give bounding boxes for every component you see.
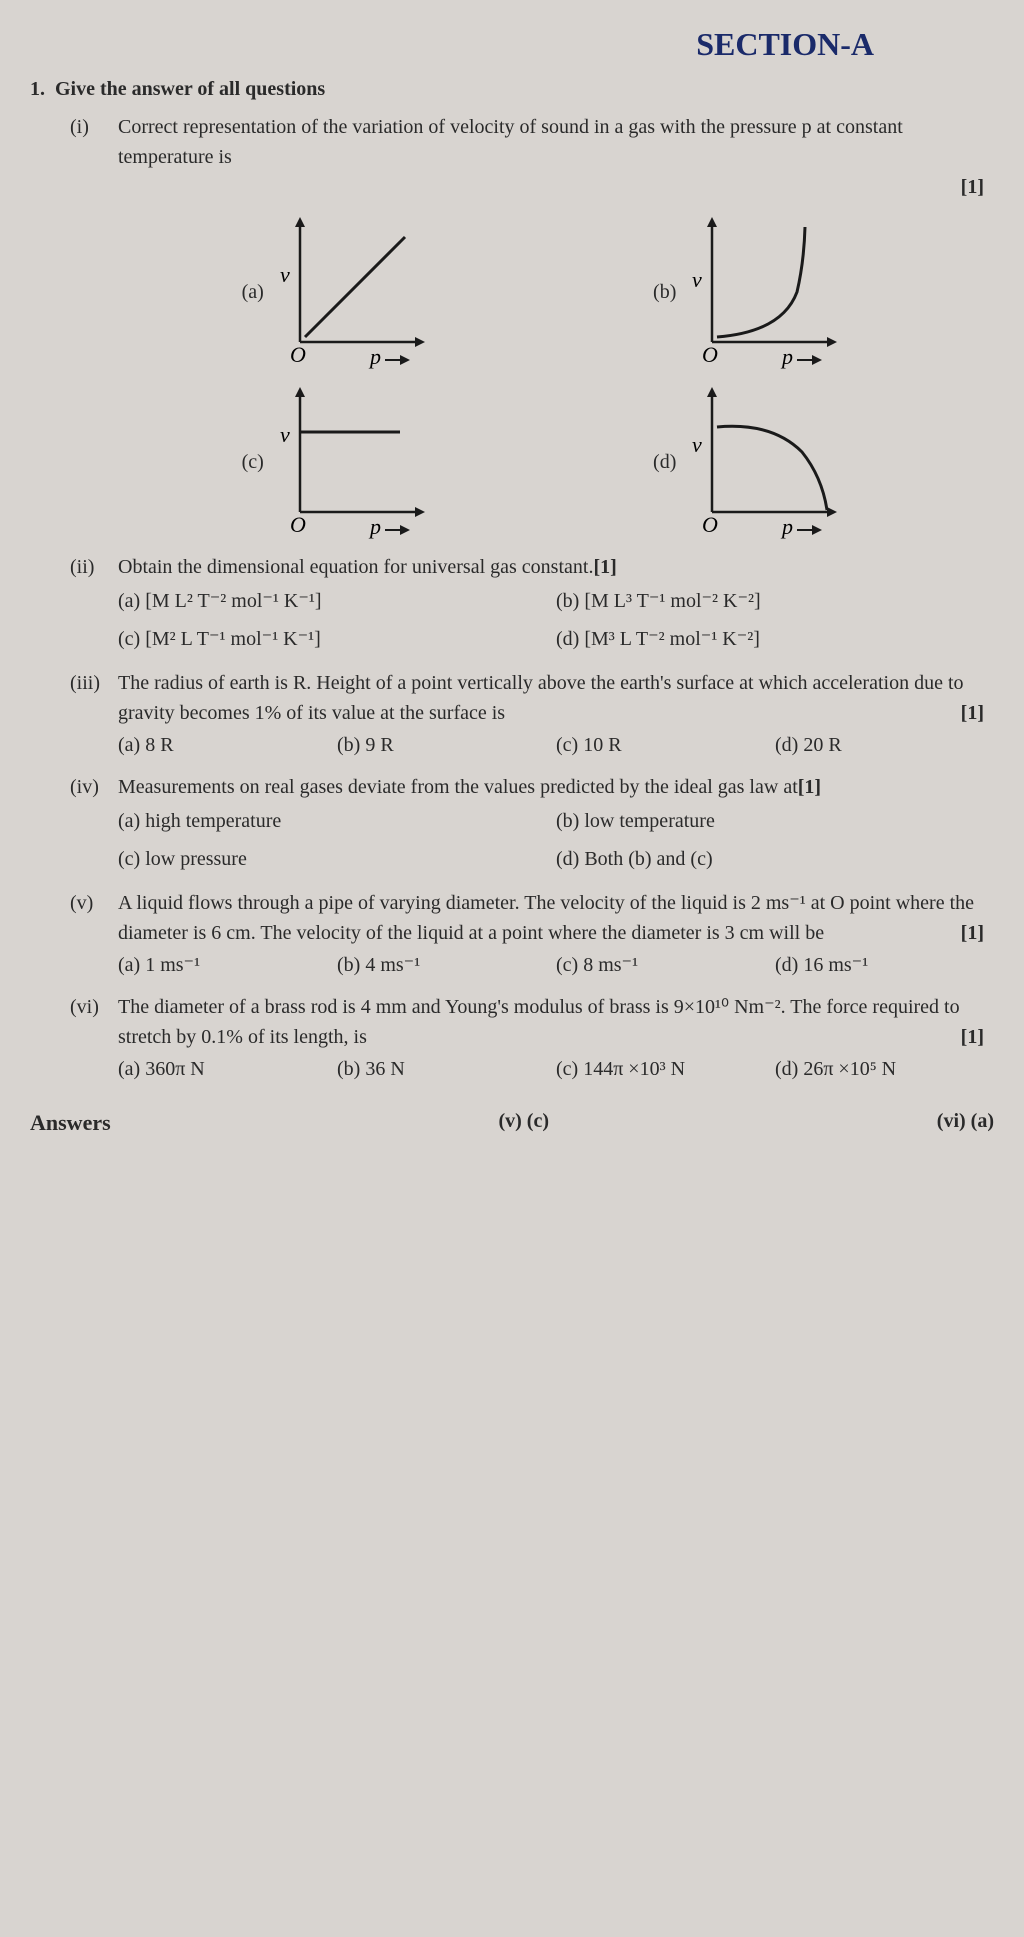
- svg-text:O: O: [290, 512, 306, 537]
- sub-q-text: The diameter of a brass rod is 4 mm and …: [118, 992, 994, 1052]
- sub-q-text: A liquid flows through a pipe of varying…: [118, 888, 994, 948]
- graph-option-b: (b) v O p: [653, 212, 842, 372]
- option-c: (c) 10 R: [556, 728, 775, 762]
- answers-row: Answers (v) (c) (vi) (a): [30, 1106, 994, 1139]
- option-c: (c) 144π ×10³ N: [556, 1052, 775, 1086]
- sub-q-num: (v): [70, 888, 110, 948]
- option-b: (b) low temperature: [556, 802, 994, 840]
- option-label: (a): [242, 277, 264, 307]
- sub-q-text: The radius of earth is R. Height of a po…: [118, 668, 994, 728]
- option-b: (b) 4 ms⁻¹: [337, 948, 556, 982]
- sub-q-num: (vi): [70, 992, 110, 1052]
- option-label: (d): [653, 447, 676, 477]
- sub-question-ii: (ii) Obtain the dimensional equation for…: [70, 552, 994, 658]
- sub-q-num: (i): [70, 112, 110, 172]
- sub-q-text: Obtain the dimensional equation for univ…: [118, 552, 627, 582]
- marks: [1]: [961, 172, 984, 202]
- answer-vi: (vi) (a): [937, 1106, 994, 1139]
- graph-b-icon: v O p: [682, 212, 842, 372]
- option-c: (c) low pressure: [118, 840, 556, 878]
- svg-text:v: v: [692, 267, 702, 292]
- graph-option-a: (a) v O p: [242, 212, 430, 372]
- sub-q-text: Correct representation of the variation …: [118, 112, 994, 172]
- option-d: (d) 26π ×10⁵ N: [775, 1052, 994, 1086]
- question-text: Give the answer of all questions: [55, 74, 325, 104]
- option-label: (c): [242, 447, 264, 477]
- option-label: (b): [653, 277, 676, 307]
- graph-option-c: (c) v O p: [242, 382, 430, 542]
- sub-question-iv: (iv) Measurements on real gases deviate …: [70, 772, 994, 878]
- svg-text:p: p: [368, 514, 381, 539]
- sub-q-num: (iii): [70, 668, 110, 728]
- option-a: (a) high temperature: [118, 802, 556, 840]
- sub-q-num: (ii): [70, 552, 110, 582]
- option-a: (a) 360π N: [118, 1052, 337, 1086]
- option-c: (c) [M² L T⁻¹ mol⁻¹ K⁻¹]: [118, 620, 556, 658]
- svg-text:v: v: [692, 432, 702, 457]
- option-b: (b) 9 R: [337, 728, 556, 762]
- graph-option-d: (d) v O p: [653, 382, 842, 542]
- sub-q-num: (iv): [70, 772, 110, 802]
- svg-text:v: v: [280, 262, 290, 287]
- option-c: (c) 8 ms⁻¹: [556, 948, 775, 982]
- svg-text:p: p: [368, 344, 381, 369]
- sub-question-vi: (vi) The diameter of a brass rod is 4 mm…: [70, 992, 994, 1086]
- option-d: (d) Both (b) and (c): [556, 840, 994, 878]
- svg-text:p: p: [780, 344, 793, 369]
- svg-text:p: p: [780, 514, 793, 539]
- section-header: SECTION-A: [30, 20, 874, 68]
- marks: [1]: [593, 552, 616, 582]
- option-b: (b) 36 N: [337, 1052, 556, 1086]
- answers-label: Answers: [30, 1106, 111, 1139]
- sub-question-i: (i) Correct representation of the variat…: [70, 112, 994, 542]
- option-b: (b) [M L³ T⁻¹ mol⁻² K⁻²]: [556, 582, 994, 620]
- marks: [1]: [961, 1022, 984, 1052]
- graph-c-icon: v O p: [270, 382, 430, 542]
- option-a: (a) 8 R: [118, 728, 337, 762]
- option-d: (d) 20 R: [775, 728, 994, 762]
- option-d: (d) [M³ L T⁻² mol⁻¹ K⁻²]: [556, 620, 994, 658]
- sub-q-text: Measurements on real gases deviate from …: [118, 772, 831, 802]
- svg-text:O: O: [702, 512, 718, 537]
- question-main: 1. Give the answer of all questions: [30, 74, 994, 104]
- answer-v: (v) (c): [498, 1106, 549, 1139]
- svg-text:v: v: [280, 422, 290, 447]
- option-d: (d) 16 ms⁻¹: [775, 948, 994, 982]
- svg-text:O: O: [702, 342, 718, 367]
- option-a: (a) [M L² T⁻² mol⁻¹ K⁻¹]: [118, 582, 556, 620]
- svg-text:O: O: [290, 342, 306, 367]
- marks: [1]: [961, 698, 984, 728]
- marks: [1]: [961, 918, 984, 948]
- sub-question-v: (v) A liquid flows through a pipe of var…: [70, 888, 994, 982]
- sub-question-iii: (iii) The radius of earth is R. Height o…: [70, 668, 994, 762]
- question-number: 1.: [30, 74, 45, 104]
- option-a: (a) 1 ms⁻¹: [118, 948, 337, 982]
- marks: [1]: [798, 772, 821, 802]
- graph-d-icon: v O p: [682, 382, 842, 542]
- graph-a-icon: v O p: [270, 212, 430, 372]
